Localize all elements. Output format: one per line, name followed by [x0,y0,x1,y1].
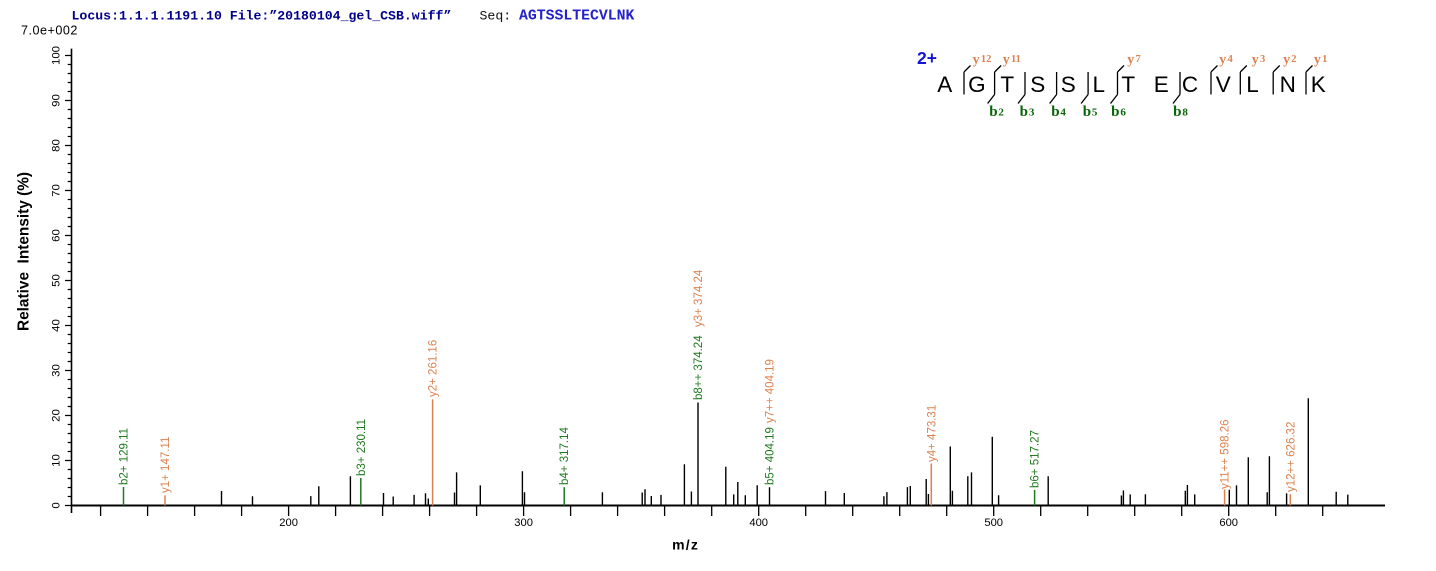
svg-text:0: 0 [51,502,63,508]
svg-text:20: 20 [51,409,63,422]
svg-text:y2: y2 [1283,53,1296,68]
svg-text:40: 40 [51,319,63,332]
svg-text:Relative Intensity (%): Relative Intensity (%) [16,172,33,331]
svg-text:b5: b5 [1083,104,1098,120]
svg-text:b3+ 230.11: b3+ 230.11 [356,419,368,476]
svg-text:b5+ 404.19: b5+ 404.19 [765,427,777,485]
svg-text:90: 90 [51,94,63,107]
svg-text:S: S [1061,72,1076,97]
svg-text:y1+ 147.11: y1+ 147.11 [160,437,172,493]
svg-text:y11++ 598.26: y11++ 598.26 [1220,420,1232,490]
svg-text:y12: y12 [973,53,992,68]
svg-text:y1: y1 [1314,53,1327,68]
svg-text:b6: b6 [1111,104,1126,120]
svg-text:y2+ 261.16: y2+ 261.16 [428,340,440,397]
svg-text:y11: y11 [1003,53,1021,68]
svg-text:b2+ 129.11: b2+ 129.11 [119,428,131,485]
svg-text:b4: b4 [1051,104,1066,120]
svg-text:A: A [937,72,952,97]
svg-text:y4+ 473.31: y4+ 473.31 [926,405,938,462]
svg-text:C: C [1182,72,1198,97]
svg-text:60: 60 [51,229,63,242]
svg-text:b4+ 317.14: b4+ 317.14 [559,427,571,485]
svg-text:600: 600 [1219,517,1238,529]
svg-text:K: K [1311,72,1326,97]
svg-text:L: L [1092,72,1105,97]
svg-text:m / z: m / z [672,537,698,553]
svg-text:y12++ 626.32: y12++ 626.32 [1285,422,1297,492]
svg-text:L: L [1246,72,1259,97]
svg-text:50: 50 [51,274,63,287]
svg-text:b6+ 517.27: b6+ 517.27 [1030,430,1042,488]
svg-text:200: 200 [279,517,298,529]
svg-text:Locus:1.1.1.1191.10 File:”2018: Locus:1.1.1.1191.10 File:”20180104_gel_C… [72,9,452,24]
svg-text:b8++ 374.24: b8++ 374.24 [693,335,705,400]
svg-text:V: V [1216,72,1231,97]
svg-text:b3: b3 [1020,104,1035,120]
svg-text:y7: y7 [1127,53,1140,68]
svg-text:y4: y4 [1219,53,1233,68]
svg-text:y3: y3 [1252,53,1265,68]
svg-text:b2: b2 [989,104,1004,120]
svg-text:AGTSSLTECVLNK: AGTSSLTECVLNK [519,9,635,25]
svg-text:N: N [1280,72,1296,97]
svg-text:T: T [1121,72,1135,97]
svg-text:y3+ 374.24: y3+ 374.24 [693,269,705,327]
svg-text:400: 400 [749,517,768,529]
svg-text:500: 500 [984,517,1003,529]
svg-text:G: G [968,72,986,97]
svg-text:2+: 2+ [917,48,937,68]
svg-text:E: E [1154,72,1169,97]
svg-text:100: 100 [51,46,63,65]
svg-text:T: T [1000,72,1014,97]
svg-text:80: 80 [51,139,63,152]
svg-text:7.0e+002: 7.0e+002 [21,24,78,38]
svg-text:Seq:: Seq: [480,9,512,24]
svg-text:300: 300 [514,517,533,529]
svg-text:b8: b8 [1173,104,1188,120]
svg-text:y7++ 404.19: y7++ 404.19 [765,359,777,423]
svg-text:30: 30 [51,364,63,377]
svg-text:70: 70 [51,184,63,197]
svg-text:S: S [1030,72,1045,97]
svg-text:10: 10 [51,454,63,467]
